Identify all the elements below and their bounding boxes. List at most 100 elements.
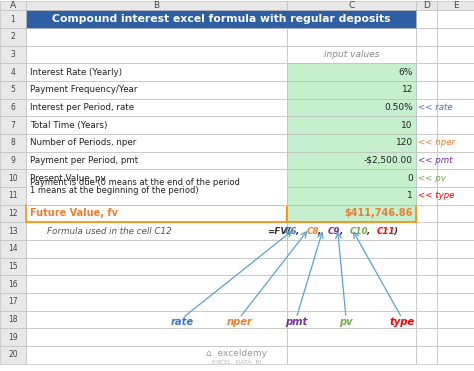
Text: ,: ,: [317, 227, 323, 236]
Text: Payment is due (0 means at the end of the period: Payment is due (0 means at the end of th…: [30, 178, 240, 187]
Text: 13: 13: [8, 227, 18, 236]
FancyBboxPatch shape: [0, 293, 26, 311]
FancyBboxPatch shape: [0, 169, 26, 187]
Text: Payment per Period, pmt: Payment per Period, pmt: [30, 156, 138, 165]
Text: C: C: [348, 1, 355, 10]
Text: C6: C6: [284, 227, 297, 236]
FancyBboxPatch shape: [437, 10, 474, 28]
FancyBboxPatch shape: [287, 63, 416, 81]
FancyBboxPatch shape: [0, 346, 26, 364]
FancyBboxPatch shape: [437, 169, 474, 187]
FancyBboxPatch shape: [287, 81, 416, 99]
FancyBboxPatch shape: [416, 134, 437, 152]
FancyBboxPatch shape: [416, 1, 437, 10]
FancyBboxPatch shape: [26, 99, 287, 116]
FancyBboxPatch shape: [26, 1, 287, 10]
FancyBboxPatch shape: [416, 169, 437, 187]
FancyBboxPatch shape: [26, 169, 287, 205]
FancyBboxPatch shape: [287, 28, 416, 46]
FancyBboxPatch shape: [287, 10, 416, 28]
FancyBboxPatch shape: [416, 187, 437, 205]
FancyBboxPatch shape: [26, 46, 287, 63]
FancyBboxPatch shape: [287, 169, 416, 187]
Text: 6%: 6%: [399, 68, 413, 77]
FancyBboxPatch shape: [437, 328, 474, 346]
Text: ,: ,: [339, 227, 345, 236]
FancyBboxPatch shape: [287, 222, 416, 240]
FancyBboxPatch shape: [287, 99, 416, 116]
Text: Formula used in the cell C12: Formula used in the cell C12: [47, 227, 172, 236]
Text: C11: C11: [377, 227, 396, 236]
FancyBboxPatch shape: [416, 205, 437, 222]
Text: 5: 5: [10, 85, 16, 94]
FancyBboxPatch shape: [437, 346, 474, 364]
FancyBboxPatch shape: [287, 169, 416, 187]
FancyBboxPatch shape: [26, 311, 287, 328]
Text: 16: 16: [8, 280, 18, 289]
FancyBboxPatch shape: [437, 222, 474, 240]
FancyBboxPatch shape: [437, 134, 474, 152]
FancyBboxPatch shape: [287, 134, 416, 152]
Text: 2: 2: [10, 32, 16, 41]
Text: C10: C10: [350, 227, 368, 236]
FancyBboxPatch shape: [0, 257, 26, 275]
FancyBboxPatch shape: [416, 99, 437, 116]
FancyBboxPatch shape: [287, 187, 416, 205]
FancyBboxPatch shape: [26, 28, 287, 46]
Text: 3: 3: [10, 50, 16, 59]
FancyBboxPatch shape: [26, 63, 287, 81]
FancyBboxPatch shape: [287, 63, 416, 81]
Text: =FV(: =FV(: [267, 227, 291, 236]
Text: << pv: << pv: [418, 174, 446, 183]
FancyBboxPatch shape: [26, 240, 287, 257]
FancyBboxPatch shape: [287, 205, 416, 222]
FancyBboxPatch shape: [0, 205, 26, 222]
FancyBboxPatch shape: [416, 311, 437, 328]
Text: type: type: [389, 317, 415, 327]
Text: Present Value, pv: Present Value, pv: [30, 174, 106, 183]
Text: 6: 6: [10, 103, 16, 112]
FancyBboxPatch shape: [0, 275, 26, 293]
FancyBboxPatch shape: [437, 187, 474, 205]
FancyBboxPatch shape: [416, 46, 437, 63]
FancyBboxPatch shape: [416, 346, 437, 364]
Text: Interest per Period, rate: Interest per Period, rate: [30, 103, 134, 112]
FancyBboxPatch shape: [0, 63, 26, 81]
FancyBboxPatch shape: [437, 205, 474, 222]
Text: 12: 12: [8, 209, 18, 218]
FancyBboxPatch shape: [0, 28, 26, 46]
FancyBboxPatch shape: [416, 63, 437, 81]
FancyBboxPatch shape: [416, 81, 437, 99]
Text: 14: 14: [8, 244, 18, 253]
FancyBboxPatch shape: [287, 257, 416, 275]
FancyBboxPatch shape: [437, 28, 474, 46]
FancyBboxPatch shape: [287, 240, 416, 257]
Text: ,: ,: [366, 227, 373, 236]
Text: 1 means at the beginning of the period): 1 means at the beginning of the period): [30, 186, 199, 196]
Text: 18: 18: [8, 315, 18, 324]
FancyBboxPatch shape: [437, 257, 474, 275]
Text: ⌂  exceldemy: ⌂ exceldemy: [207, 349, 267, 358]
FancyBboxPatch shape: [287, 99, 416, 116]
Text: C8: C8: [306, 227, 319, 236]
FancyBboxPatch shape: [0, 1, 26, 10]
Text: 15: 15: [8, 262, 18, 271]
Text: 11: 11: [8, 191, 18, 200]
Text: 1: 1: [407, 191, 413, 200]
Text: D: D: [423, 1, 430, 10]
FancyBboxPatch shape: [287, 116, 416, 134]
FancyBboxPatch shape: [416, 257, 437, 275]
FancyBboxPatch shape: [26, 116, 287, 134]
FancyBboxPatch shape: [437, 293, 474, 311]
FancyBboxPatch shape: [437, 99, 474, 116]
FancyBboxPatch shape: [437, 63, 474, 81]
Text: 19: 19: [8, 333, 18, 342]
FancyBboxPatch shape: [416, 10, 437, 28]
Text: 4: 4: [10, 68, 16, 77]
Text: nper: nper: [227, 317, 252, 327]
FancyBboxPatch shape: [416, 116, 437, 134]
FancyBboxPatch shape: [437, 81, 474, 99]
Text: << pmt: << pmt: [418, 156, 453, 165]
FancyBboxPatch shape: [26, 205, 287, 222]
Text: Future Value, fv: Future Value, fv: [30, 209, 118, 219]
